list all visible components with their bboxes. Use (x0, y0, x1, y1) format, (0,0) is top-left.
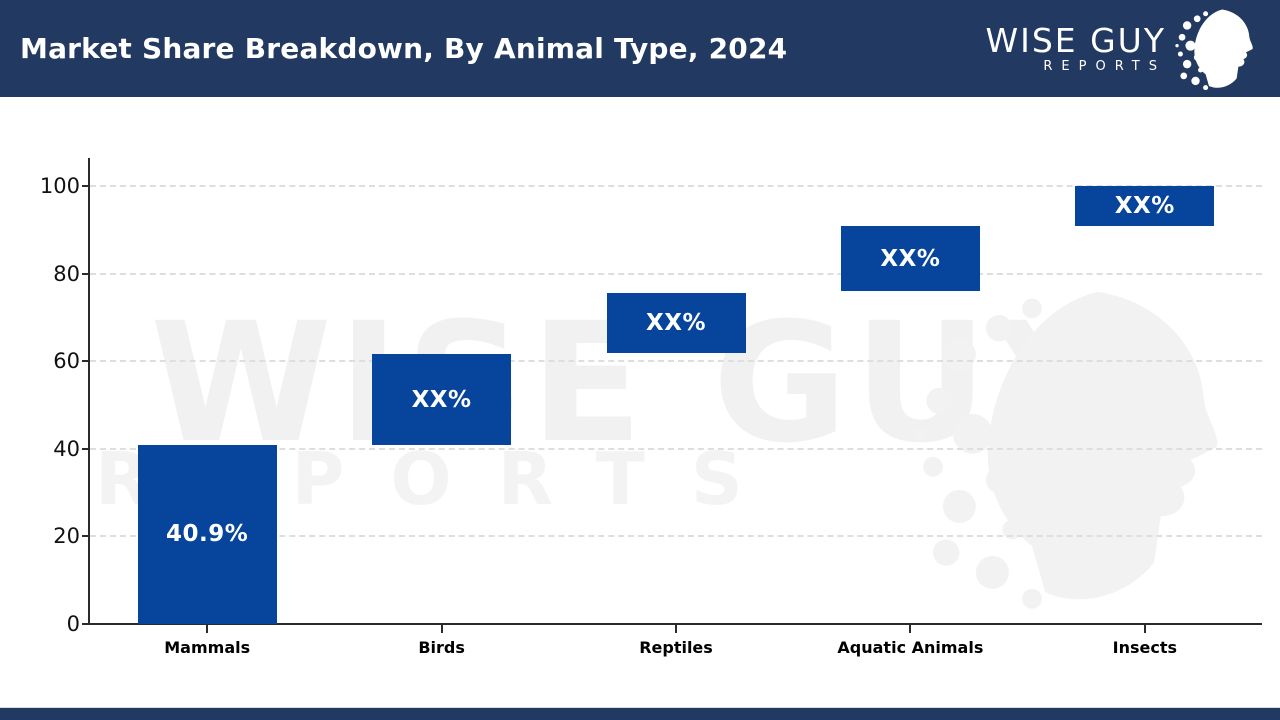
y-tick-mark-60 (82, 360, 90, 363)
logo-text: WISE GUY REPORTS (985, 24, 1166, 74)
bar-insects: XX% (1075, 186, 1215, 226)
gridline-100 (90, 185, 1262, 187)
category-label-aquatic-animals: Aquatic Animals (837, 638, 984, 657)
bar-value-label-reptiles: XX% (645, 310, 706, 337)
y-tick-label-20: 20 (53, 524, 80, 549)
bar-mammals: 40.9% (137, 444, 277, 624)
y-axis-line (88, 158, 90, 625)
y-tick-mark-40 (82, 447, 90, 450)
x-tick-mark-aquatic-animals (909, 625, 912, 633)
bar-reptiles: XX% (606, 292, 746, 354)
logo-subtitle: REPORTS (1043, 58, 1166, 74)
gridline-80 (90, 272, 1262, 275)
y-tick-label-100: 100 (39, 174, 80, 198)
category-label-mammals: Mammals (164, 638, 251, 657)
logo-head-icon (1175, 9, 1253, 90)
footer-bar (0, 707, 1280, 720)
y-tick-mark-80 (82, 272, 90, 275)
gridline-40 (90, 447, 1262, 450)
gridline-60 (90, 360, 1262, 363)
x-axis-line (88, 623, 1262, 625)
bar-aquatic-animals: XX% (840, 226, 980, 292)
y-tick-mark-0 (82, 623, 90, 625)
x-tick-mark-mammals (206, 625, 209, 633)
gridline-20 (90, 535, 1262, 538)
bar-value-label-birds: XX% (411, 386, 472, 413)
x-tick-mark-reptiles (675, 625, 677, 633)
page-title: Market Share Breakdown, By Animal Type, … (20, 32, 788, 65)
bar-value-label-mammals: 40.9% (166, 521, 249, 548)
x-tick-mark-birds (440, 625, 443, 633)
y-tick-label-0: 0 (66, 612, 80, 636)
y-tick-label-80: 80 (53, 261, 80, 286)
bar-value-label-insects: XX% (1114, 192, 1175, 219)
x-tick-mark-insects (1143, 625, 1146, 633)
category-label-insects: Insects (1112, 638, 1177, 657)
wise-guy-reports-logo: WISE GUY REPORTS (985, 7, 1256, 91)
bar-value-label-aquatic-animals: XX% (880, 245, 941, 272)
y-tick-label-60: 60 (53, 349, 80, 374)
logo-wordmark: WISE GUY (985, 20, 1166, 60)
y-tick-mark-20 (82, 535, 90, 538)
y-tick-label-40: 40 (53, 436, 80, 461)
bar-birds: XX% (372, 354, 512, 445)
header-bar: Market Share Breakdown, By Animal Type, … (0, 0, 1280, 97)
category-label-birds: Birds (418, 638, 465, 657)
y-tick-mark-100 (82, 185, 90, 187)
category-label-reptiles: Reptiles (639, 638, 713, 657)
